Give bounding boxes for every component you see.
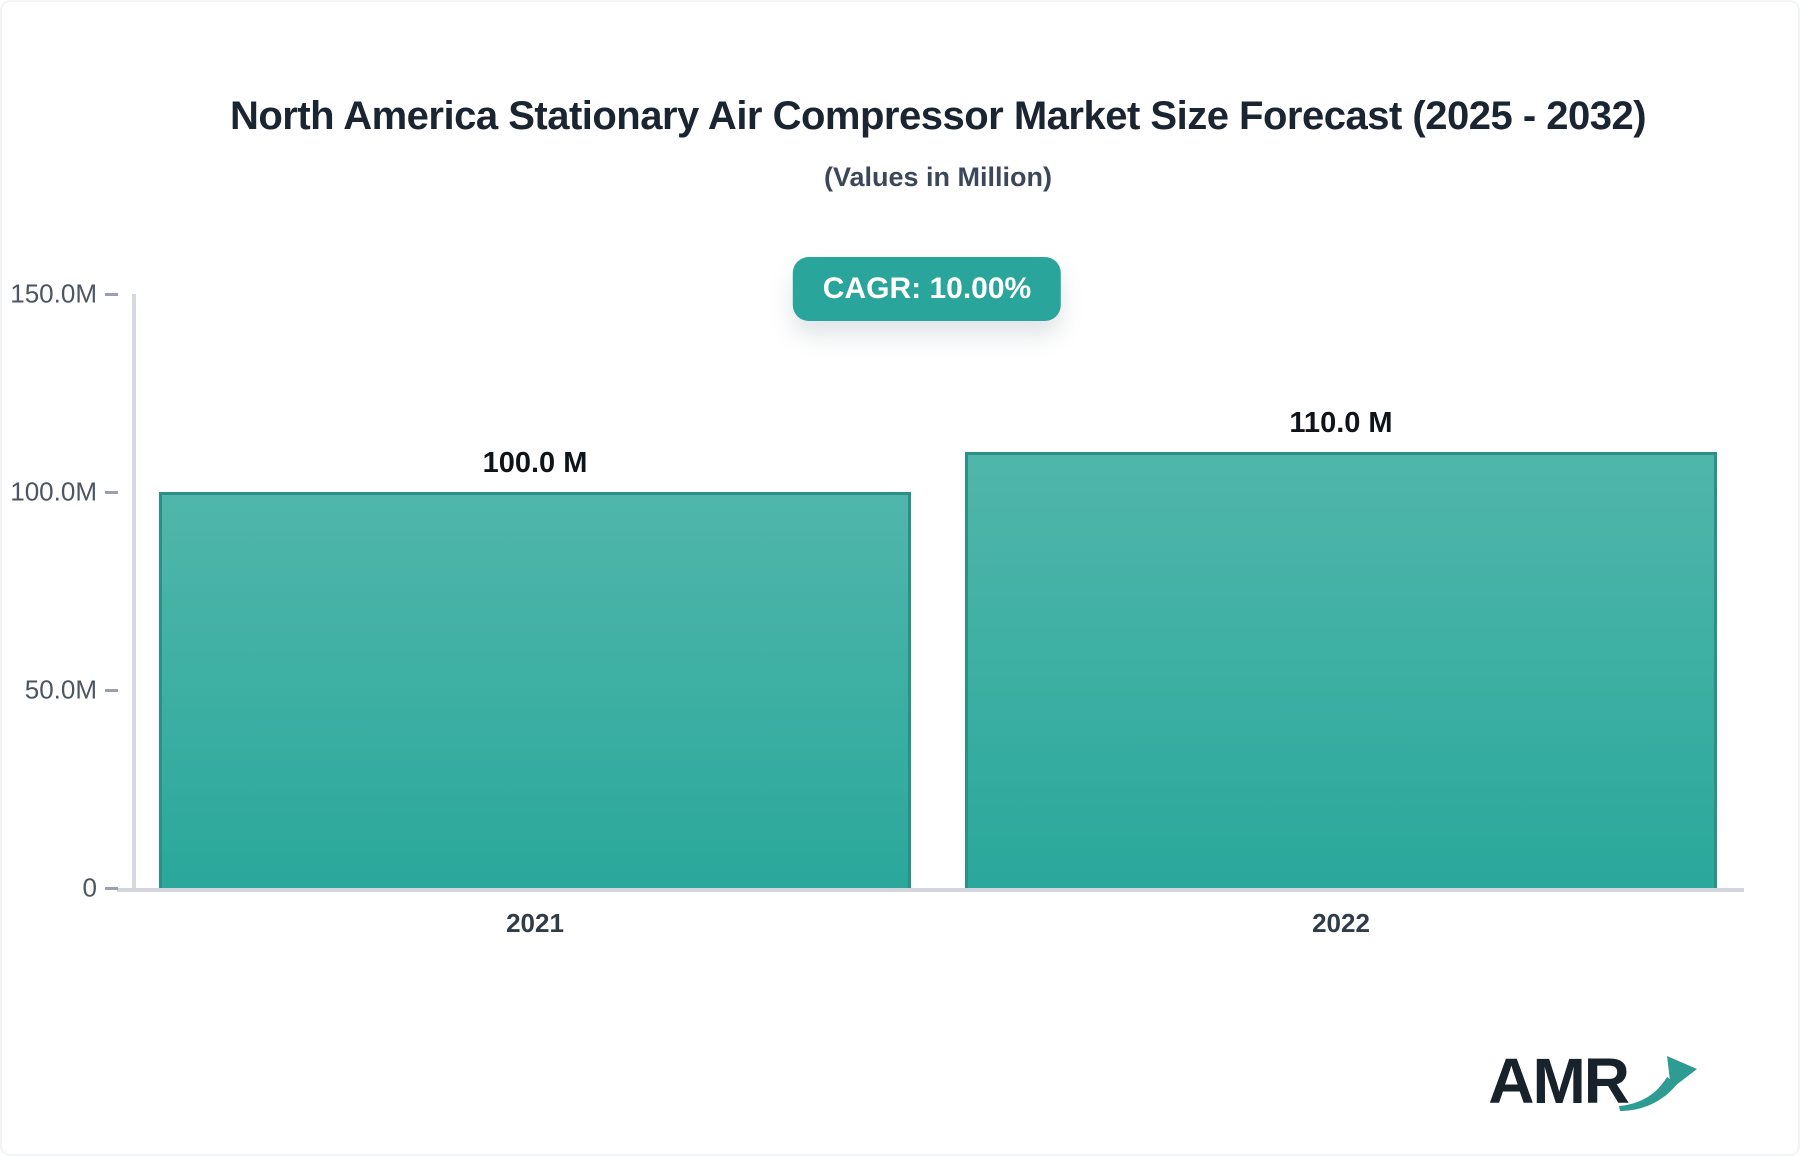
chart-title: North America Stationary Air Compressor … <box>229 94 1647 138</box>
bar-2022[interactable] <box>965 452 1717 888</box>
y-tick-label: 100.0M <box>10 476 97 507</box>
growth-arrow-icon <box>1619 1056 1697 1111</box>
bar-2021[interactable] <box>159 492 911 888</box>
y-tick-mark <box>105 491 118 494</box>
y-tick-label: 50.0M <box>24 674 97 705</box>
y-tick-mark <box>105 689 118 692</box>
y-tick-mark <box>105 887 118 890</box>
x-axis-line <box>117 888 1744 892</box>
y-tick-label: 150.0M <box>10 278 97 309</box>
y-tick-label: 0 <box>82 872 97 903</box>
bar-value-label: 100.0 M <box>482 447 588 479</box>
y-axis-line <box>132 294 136 888</box>
bar-value-label: 110.0 M <box>1289 407 1393 440</box>
amr-logo-text: AMR <box>1488 1045 1630 1117</box>
plot-area: 150.0M 100.0M 50.0M 0 100.0 M 110.0 M 2021 20… <box>10 279 1744 938</box>
amr-logo: AMR <box>1488 1048 1698 1114</box>
y-tick-mark <box>105 293 118 296</box>
x-tick-label-2022: 2022 <box>1312 908 1370 938</box>
cagr-badge: CAGR: 10.00% <box>792 257 1062 321</box>
chart-subtitle: (Values in Million) <box>823 162 1053 192</box>
x-tick-label-2021: 2021 <box>506 908 564 938</box>
